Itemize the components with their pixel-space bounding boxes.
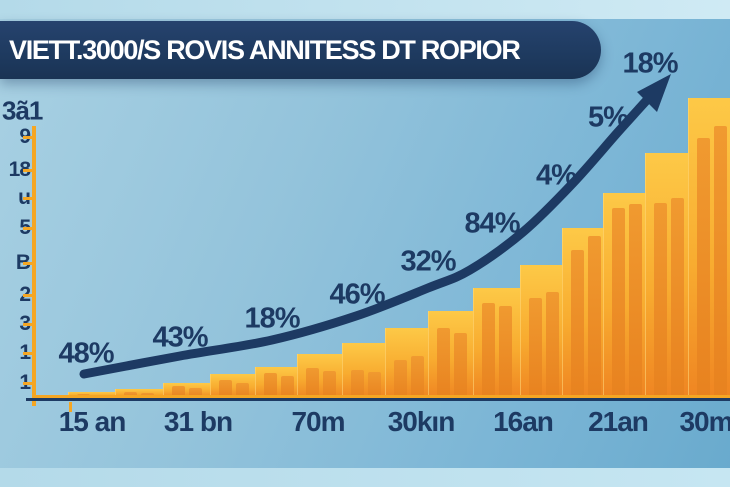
bottom-border-strip (0, 468, 730, 487)
trend-value-label: 43% (152, 321, 208, 354)
y-tick-label: 18 (8, 158, 31, 181)
x-tick-label: 31 bn (163, 406, 233, 437)
arrow-head-icon (637, 74, 671, 112)
y-tick-mark (23, 197, 32, 200)
x-axis-tick (69, 402, 72, 412)
bar-inner-segment (437, 328, 450, 398)
bar (428, 311, 474, 398)
trend-value-label: 5% (588, 101, 629, 134)
bar-inner-segment (499, 306, 512, 398)
y-tick-mark (23, 294, 32, 297)
x-axis-baseline (26, 398, 730, 401)
trend-value-label: 4% (536, 159, 577, 192)
x-tick-label: 15 an (58, 406, 127, 437)
y-tick-mark (23, 227, 32, 230)
bar-inner-segment (264, 373, 277, 398)
trend-value-label: 18% (244, 302, 300, 335)
bar (645, 153, 689, 398)
bar-inner-segment (394, 360, 407, 398)
bar-inner-segment (629, 204, 642, 398)
bar (297, 354, 343, 398)
bar-inner-segment (219, 380, 232, 398)
bar-inner-segment (323, 371, 336, 398)
bar-inner-segment (588, 236, 601, 398)
top-border-strip (0, 0, 730, 19)
bar-inner-segment (368, 372, 381, 398)
bar (210, 374, 256, 398)
bar-inner-segment (571, 250, 584, 398)
y-tick-mark (23, 169, 32, 172)
bar-inner-segment (529, 298, 542, 398)
trend-value-label: 32% (400, 245, 456, 278)
trend-value-label: 48% (58, 337, 114, 370)
bar-inner-segment (612, 208, 625, 398)
y-tick-mark (23, 136, 32, 139)
x-tick-label: 30kın (387, 406, 456, 437)
bar-inner-segment (654, 203, 667, 398)
trend-value-label: 84% (464, 207, 520, 240)
bar (342, 343, 386, 398)
bar-inner-segment (236, 383, 249, 398)
bar-inner-segment (454, 333, 467, 398)
bar-inner-segment (546, 292, 559, 398)
bar (473, 288, 521, 398)
bar-inner-segment (306, 368, 319, 398)
x-tick-label: 30m (679, 406, 730, 437)
y-axis-line (32, 126, 36, 406)
bar-inner-segment (281, 376, 294, 398)
y-tick-mark (23, 352, 32, 355)
bar (562, 228, 604, 398)
x-axis-line (32, 395, 730, 398)
y-tick-mark (23, 262, 32, 265)
bar (688, 98, 730, 398)
x-tick-label: 70m (291, 406, 345, 437)
bar-inner-segment (482, 303, 495, 398)
bar-inner-segment (714, 126, 727, 398)
bar (520, 265, 563, 398)
bar-inner-segment (671, 198, 684, 398)
bar (603, 193, 646, 398)
x-tick-label: 21an (588, 406, 649, 437)
bar-inner-segment (411, 356, 424, 398)
title-banner: VIETT.3000/S ROVIS ANNITESS DT ROPIOR (0, 21, 601, 79)
bar-inner-segment (697, 138, 710, 398)
bar-inner-segment (351, 370, 364, 398)
bar-inner-segment (189, 388, 202, 398)
bar (385, 328, 429, 398)
y-tick-mark (23, 382, 32, 385)
trend-value-label: 18% (622, 47, 678, 80)
bar (255, 367, 298, 398)
trend-value-label: 46% (329, 278, 385, 311)
trend-curve (79, 96, 651, 379)
x-tick-label: 16an (493, 406, 554, 437)
chart-title: VIETT.3000/S ROVIS ANNITESS DT ROPIOR (9, 34, 521, 65)
y-tick-mark (23, 323, 32, 326)
